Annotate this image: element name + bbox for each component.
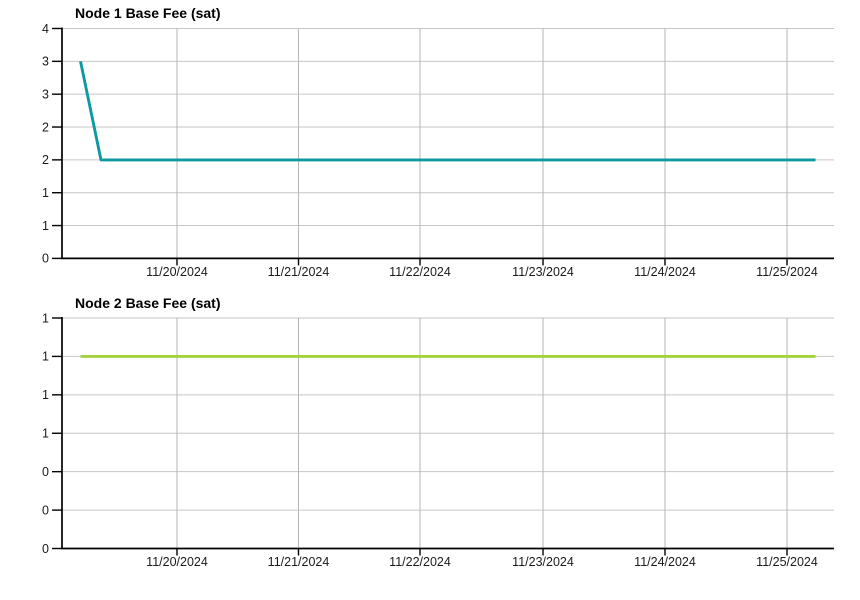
y-tick-label: 2 [42,120,49,134]
x-tick-label: 11/25/2024 [756,555,818,569]
chart2-title: Node 2 Base Fee (sat) [75,295,221,311]
x-tick-label: 11/23/2024 [512,555,574,569]
x-tick-label: 11/22/2024 [389,265,451,279]
x-tick-label: 11/20/2024 [146,555,208,569]
y-tick-label: 1 [42,219,49,233]
y-tick-label: 2 [42,153,49,167]
chart-2: 1 1 1 1 0 0 0 11/20/2024 11/21/2024 11/22/2024 11/… [42,311,834,569]
y-tick-label: 1 [42,388,49,402]
x-tick-label: 11/24/2024 [634,555,696,569]
y-tick-label: 1 [42,350,49,364]
y-tick-label: 1 [42,311,49,325]
y-tick-label: 0 [42,542,49,556]
y-tick-label: 1 [42,186,49,200]
y-tick-label: 3 [42,87,49,101]
y-tick-label: 3 [42,55,49,69]
chart1-title: Node 1 Base Fee (sat) [75,5,221,21]
y-tick-label: 1 [42,427,49,441]
x-tick-label: 11/20/2024 [146,265,208,279]
y-tick-label: 0 [42,503,49,517]
y-tick-label: 0 [42,252,49,266]
y-tick-label: 0 [42,465,49,479]
x-tick-label: 11/21/2024 [268,265,330,279]
x-tick-label: 11/25/2024 [756,265,818,279]
x-tick-label: 11/23/2024 [512,265,574,279]
x-tick-label: 11/21/2024 [268,555,330,569]
chart-1: 4 3 3 2 2 1 1 0 11/20/2024 11/21/2024 11/22/2024 11… [42,22,834,279]
x-tick-label: 11/24/2024 [634,265,696,279]
series-line [79,61,816,162]
y-tick-label: 4 [42,22,49,36]
x-tick-label: 11/22/2024 [389,555,451,569]
